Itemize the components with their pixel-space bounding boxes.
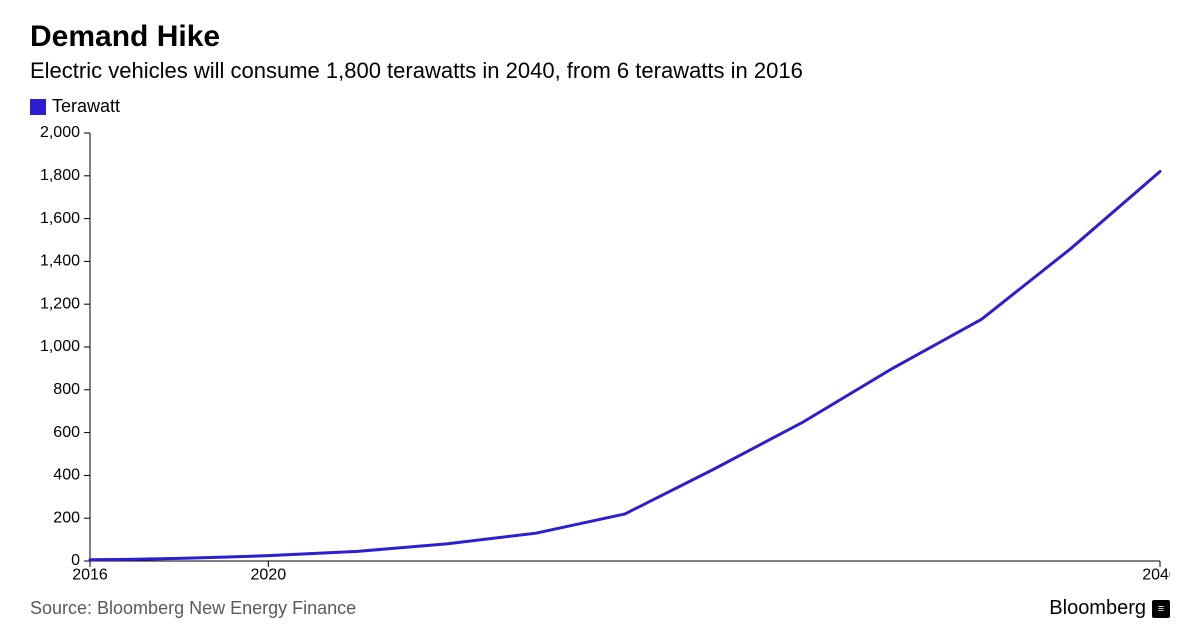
svg-text:2,000: 2,000 <box>40 125 80 141</box>
svg-text:1,400: 1,400 <box>40 253 80 270</box>
brand-icon: ≡ <box>1152 600 1170 618</box>
chart-subtitle: Electric vehicles will consume 1,800 ter… <box>30 58 1170 84</box>
brand-mark: Bloomberg ≡ <box>1049 597 1170 620</box>
legend: Terawatt <box>30 96 1170 117</box>
source-text: Source: Bloomberg New Energy Finance <box>30 598 356 619</box>
chart-plot-area: 02004006008001,0001,2001,4001,6001,8002,… <box>30 125 1170 589</box>
svg-text:2016: 2016 <box>72 566 108 583</box>
chart-footer: Source: Bloomberg New Energy Finance Blo… <box>30 597 1170 620</box>
legend-label: Terawatt <box>52 96 120 117</box>
svg-text:400: 400 <box>53 467 80 484</box>
line-chart-svg: 02004006008001,0001,2001,4001,6001,8002,… <box>30 125 1170 589</box>
svg-text:1,800: 1,800 <box>40 167 80 184</box>
svg-text:200: 200 <box>53 509 80 526</box>
svg-text:800: 800 <box>53 381 80 398</box>
svg-text:1,600: 1,600 <box>40 210 80 227</box>
svg-text:1,000: 1,000 <box>40 338 80 355</box>
chart-container: Demand Hike Electric vehicles will consu… <box>0 0 1200 635</box>
legend-swatch <box>30 99 46 115</box>
chart-title: Demand Hike <box>30 20 1170 54</box>
brand-label: Bloomberg <box>1049 597 1146 620</box>
svg-text:600: 600 <box>53 424 80 441</box>
svg-text:2040: 2040 <box>1142 566 1170 583</box>
svg-text:2020: 2020 <box>251 566 287 583</box>
svg-text:1,200: 1,200 <box>40 295 80 312</box>
